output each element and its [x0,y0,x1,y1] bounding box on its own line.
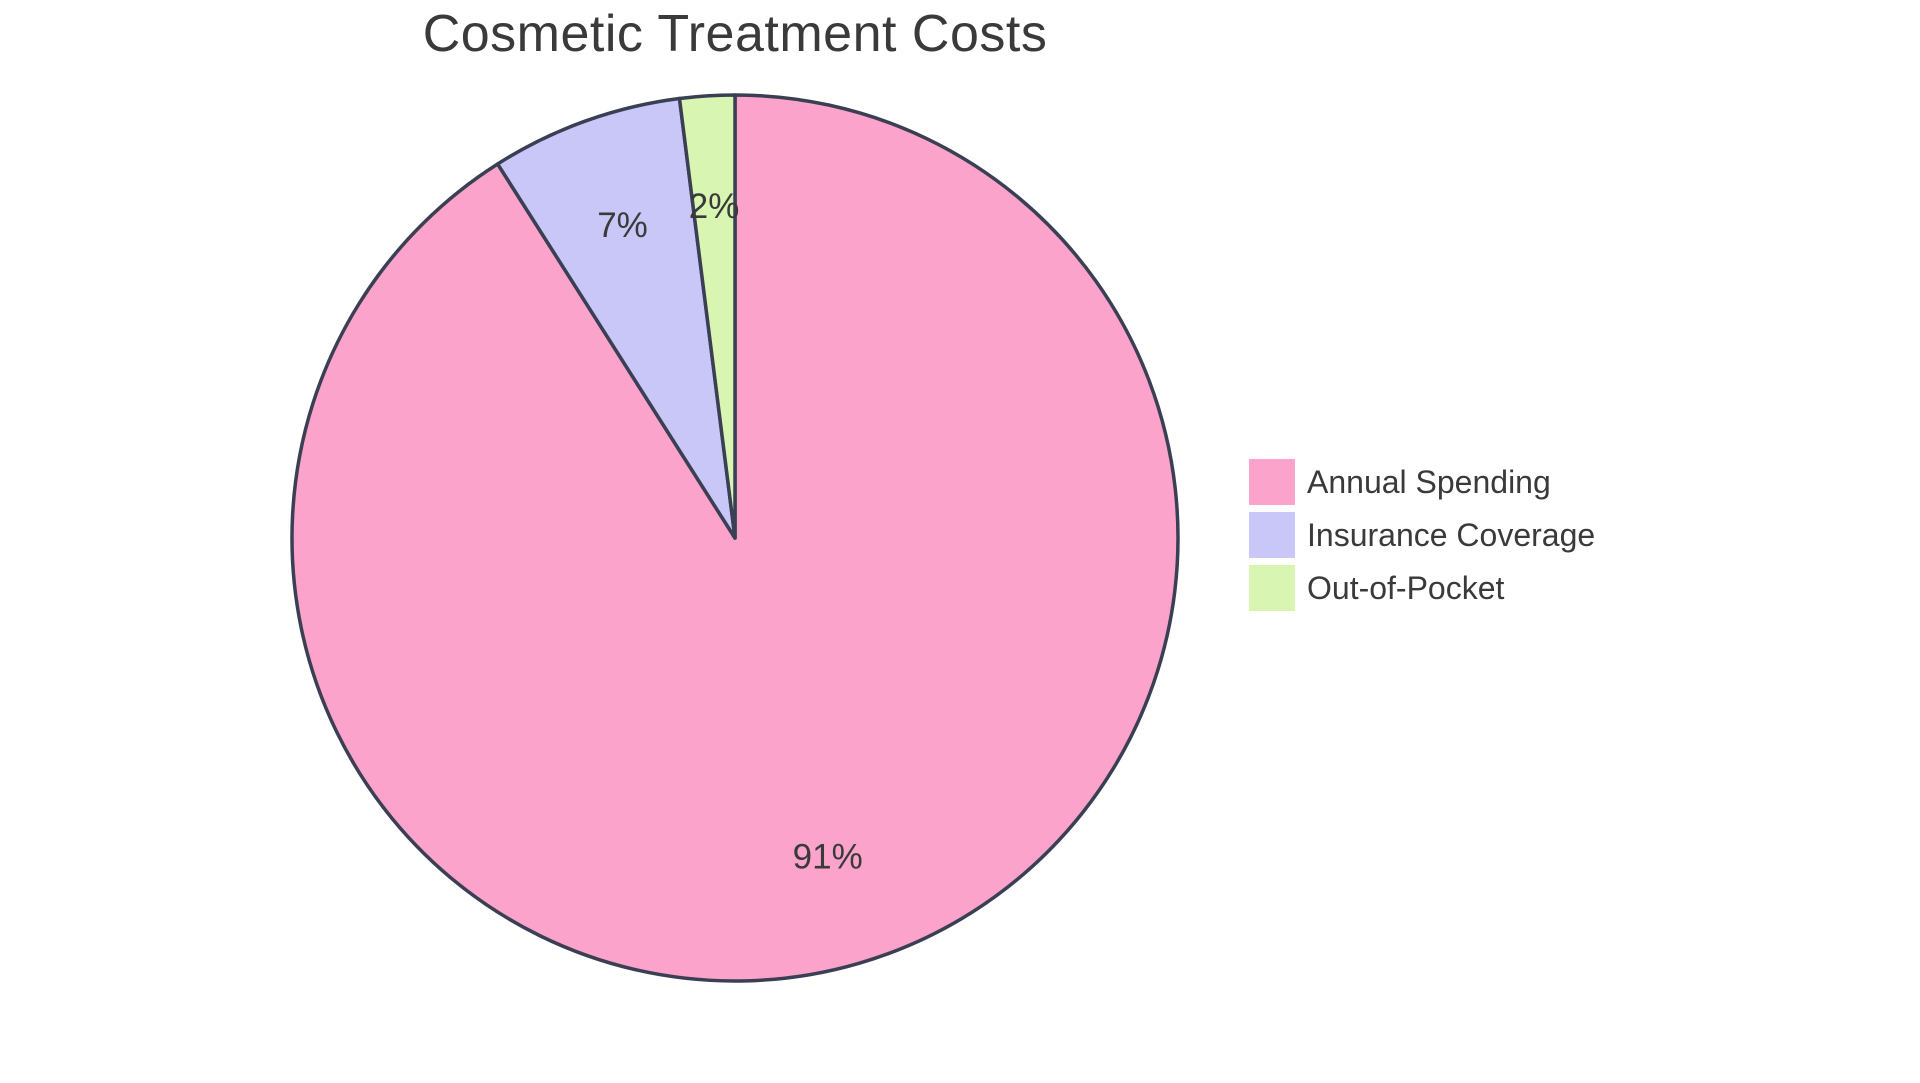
legend-item-annual-spending: Annual Spending [1249,459,1595,505]
legend-label: Annual Spending [1307,463,1551,500]
legend-swatch-annual-spending [1249,459,1295,505]
chart-title: Cosmetic Treatment Costs [422,5,1048,63]
percent-label-insurance-coverage: 7% [597,206,648,245]
pie-slice-out-of-pocket [677,93,737,540]
legend-swatch-insurance-coverage [1249,512,1295,558]
legend-label: Insurance Coverage [1307,516,1596,553]
pie-slice-insurance-coverage [495,96,737,540]
legend: Annual Spending Insurance Coverage Out-of-… [1249,459,1595,618]
legend-item-insurance-coverage: Insurance Coverage [1249,512,1595,558]
percent-label-annual-spending: 91% [793,838,863,877]
legend-item-out-of-pocket: Out-of-Pocket [1249,565,1595,611]
legend-label: Out-of-Pocket [1307,569,1505,606]
legend-swatch-out-of-pocket [1249,565,1295,611]
percent-label-out-of-pocket: 2% [689,187,740,226]
